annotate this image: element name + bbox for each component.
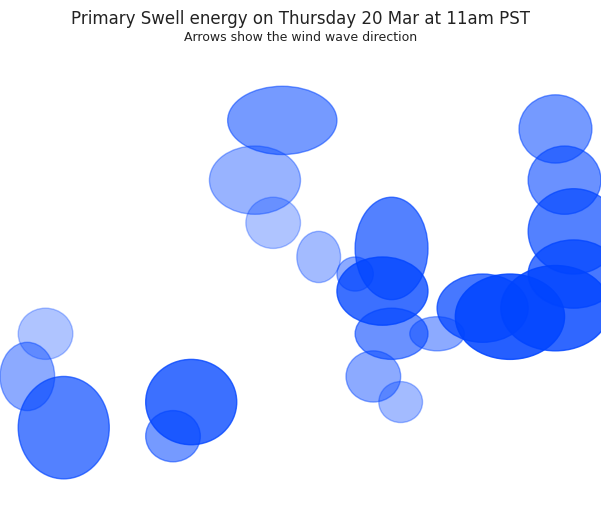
Ellipse shape [501,266,601,351]
Ellipse shape [437,274,528,342]
Ellipse shape [297,231,341,283]
Ellipse shape [519,95,592,163]
Ellipse shape [528,146,601,214]
Ellipse shape [528,240,601,308]
Text: Arrows show the wind wave direction: Arrows show the wind wave direction [184,31,417,45]
Text: Primary Swell energy on Thursday 20 Mar at 11am PST: Primary Swell energy on Thursday 20 Mar … [71,10,530,28]
Ellipse shape [456,274,564,360]
Ellipse shape [355,308,428,360]
Ellipse shape [18,377,109,479]
Ellipse shape [337,257,373,291]
Ellipse shape [0,342,55,410]
Ellipse shape [228,86,337,154]
Ellipse shape [528,189,601,274]
Ellipse shape [410,317,465,351]
Ellipse shape [18,308,73,360]
Ellipse shape [209,146,300,214]
Ellipse shape [145,410,200,462]
Ellipse shape [145,360,237,445]
Ellipse shape [346,351,401,402]
Ellipse shape [379,382,423,423]
Ellipse shape [337,257,428,325]
Ellipse shape [246,197,300,248]
Ellipse shape [355,197,428,300]
